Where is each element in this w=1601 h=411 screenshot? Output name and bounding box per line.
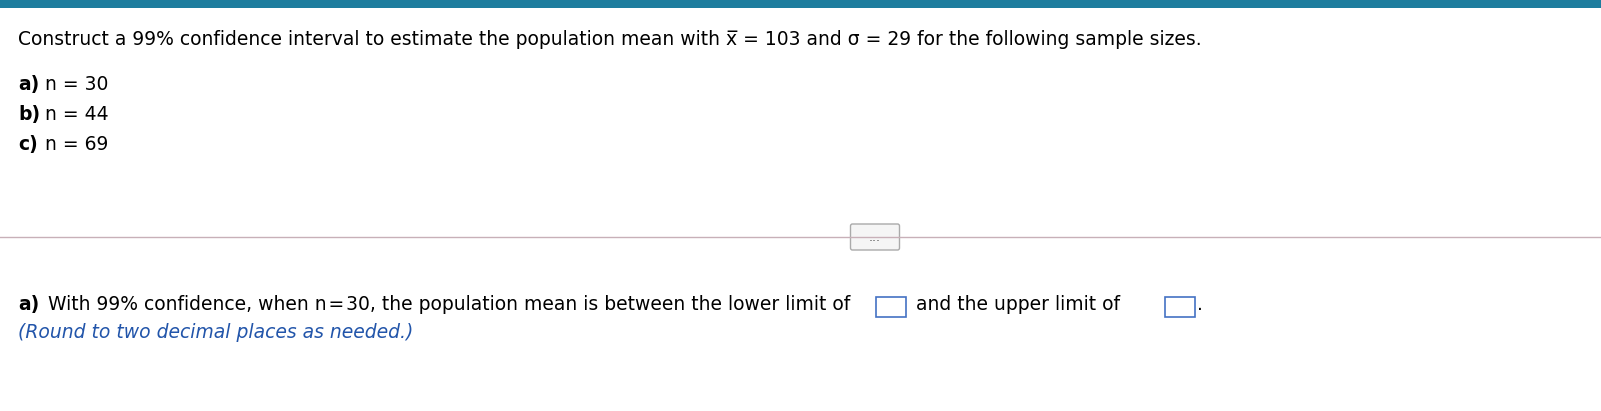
Text: a): a) <box>18 295 40 314</box>
Text: Construct a 99% confidence interval to estimate the population mean with x̅ = 10: Construct a 99% confidence interval to e… <box>18 30 1202 49</box>
FancyBboxPatch shape <box>850 224 900 250</box>
Text: a): a) <box>18 75 40 94</box>
Text: c): c) <box>18 135 38 154</box>
Text: With 99% confidence, when n = 30, the population mean is between the lower limit: With 99% confidence, when n = 30, the po… <box>42 295 850 314</box>
Text: n = 44: n = 44 <box>45 105 109 124</box>
Bar <box>0 0 1601 8</box>
Text: (Round to two decimal places as needed.): (Round to two decimal places as needed.) <box>18 323 413 342</box>
Text: n = 30: n = 30 <box>45 75 109 94</box>
Text: ...: ... <box>869 231 881 243</box>
Text: n = 69: n = 69 <box>45 135 109 154</box>
FancyBboxPatch shape <box>1166 297 1194 317</box>
Text: b): b) <box>18 105 40 124</box>
Text: and the upper limit of: and the upper limit of <box>909 295 1121 314</box>
Text: .: . <box>1198 295 1202 314</box>
FancyBboxPatch shape <box>876 297 906 317</box>
